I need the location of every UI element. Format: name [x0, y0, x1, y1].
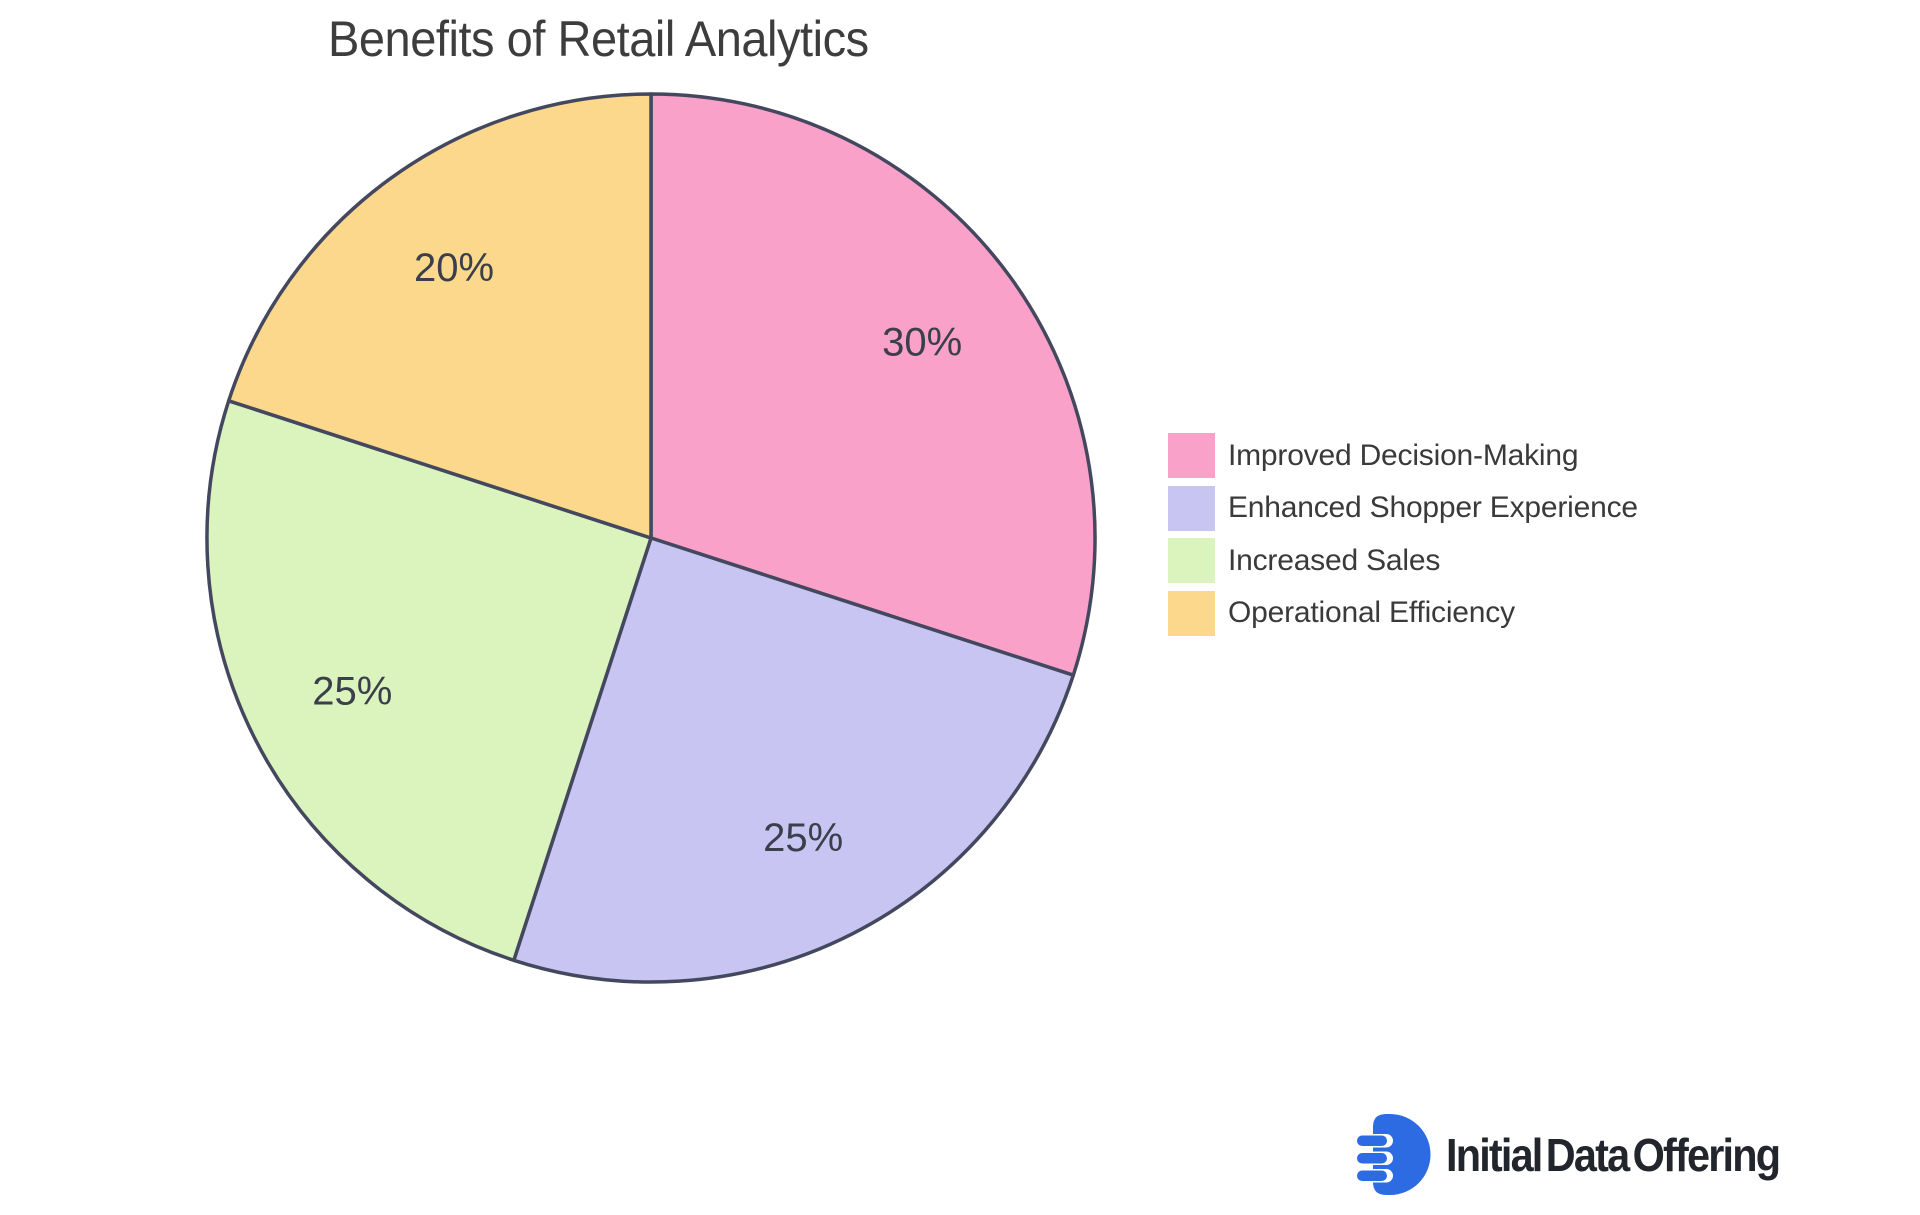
logo-pill	[1357, 1135, 1387, 1146]
logo-pill	[1357, 1153, 1387, 1164]
legend-item-enhanced-shopper-experience: Enhanced Shopper Experience	[1168, 485, 1638, 531]
initial-data-offering-logo-icon	[1357, 1114, 1431, 1195]
pie-percent-label-improved-decision-making: 30%	[882, 320, 962, 364]
pie-slice-enhanced-shopper-experience	[512, 536, 1076, 984]
legend-swatch-enhanced-shopper-experience	[1168, 485, 1215, 531]
legend-item-increased-sales: Increased Sales	[1168, 538, 1638, 583]
brand-logo: Initial Data Offering	[1357, 1114, 1816, 1195]
legend-item-operational-efficiency: Operational Efficiency	[1168, 590, 1638, 636]
pie-percent-label-enhanced-shopper-experience: 25%	[763, 816, 843, 860]
chart-title: Benefits of Retail Analytics	[328, 11, 869, 67]
pie-slice-improved-decision-making	[649, 92, 1097, 677]
legend-swatch-increased-sales	[1168, 538, 1215, 583]
pie-percent-label-operational-efficiency: 20%	[414, 246, 494, 290]
legend-label-enhanced-shopper-experience: Enhanced Shopper Experience	[1228, 491, 1638, 524]
brand-logo-text: Initial Data Offering	[1446, 1128, 1781, 1181]
legend-label-improved-decision-making: Improved Decision-Making	[1228, 438, 1579, 472]
legend: Improved Decision-Making Enhanced Shopper…	[1168, 433, 1638, 643]
pie-slice-increased-sales	[205, 399, 653, 963]
legend-item-improved-decision-making: Improved Decision-Making	[1168, 433, 1638, 478]
logo-pill	[1357, 1170, 1387, 1181]
legend-swatch-improved-decision-making	[1168, 433, 1215, 478]
pie-slice-operational-efficiency	[226, 92, 653, 540]
legend-swatch-operational-efficiency	[1168, 590, 1215, 636]
pie-percent-label-increased-sales: 25%	[312, 670, 392, 714]
legend-label-operational-efficiency: Operational Efficiency	[1228, 596, 1515, 629]
legend-label-increased-sales: Increased Sales	[1228, 543, 1441, 577]
